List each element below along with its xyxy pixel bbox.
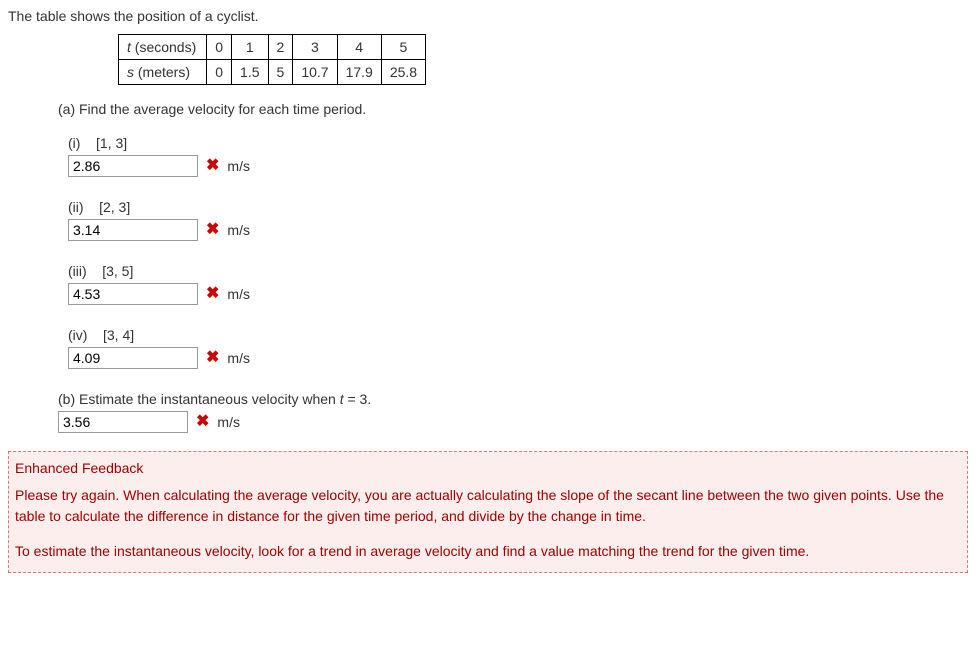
table-cell: 25.8: [381, 60, 425, 85]
answer-row: ✖ m/s: [68, 155, 968, 177]
answer-input-ii[interactable]: [68, 219, 198, 241]
sub-question-i: (i) [1, 3] ✖ m/s: [68, 135, 968, 177]
question-container: The table shows the position of a cyclis…: [8, 8, 968, 573]
table-cell: 17.9: [337, 60, 381, 85]
table-row: t (seconds) 0 1 2 3 4 5: [119, 35, 426, 60]
sub-question-iii: (iii) [3, 5] ✖ m/s: [68, 263, 968, 305]
answer-row: ✖ m/s: [68, 219, 968, 241]
table-cell: 5: [381, 35, 425, 60]
unit-label: m/s: [227, 158, 250, 174]
part-a-prompt: (a) Find the average velocity for each t…: [58, 101, 968, 117]
answer-row: ✖ m/s: [68, 283, 968, 305]
incorrect-icon: ✖: [206, 286, 219, 302]
feedback-paragraph: Please try again. When calculating the a…: [15, 485, 961, 527]
row-label: s (meters): [119, 60, 207, 85]
table-cell: 5: [268, 60, 293, 85]
part-b-prompt: (b) Estimate the instantaneous velocity …: [58, 391, 968, 407]
unit-label: m/s: [227, 350, 250, 366]
unit-label: m/s: [227, 286, 250, 302]
sub-label: (iii) [3, 5]: [68, 263, 968, 279]
sub-question-ii: (ii) [2, 3] ✖ m/s: [68, 199, 968, 241]
table-row: s (meters) 0 1.5 5 10.7 17.9 25.8: [119, 60, 426, 85]
answer-input-iv[interactable]: [68, 347, 198, 369]
table-cell: 1: [232, 35, 268, 60]
part-b: (b) Estimate the instantaneous velocity …: [58, 391, 968, 433]
table-cell: 1.5: [232, 60, 268, 85]
incorrect-icon: ✖: [206, 350, 219, 366]
table-cell: 0: [207, 60, 232, 85]
feedback-box: Enhanced Feedback Please try again. When…: [8, 451, 968, 573]
incorrect-icon: ✖: [196, 414, 209, 430]
table-cell: 4: [337, 35, 381, 60]
part-a-subs: (i) [1, 3] ✖ m/s (ii) [2, 3] ✖ m/s (iii)…: [68, 135, 968, 369]
table-cell: 2: [268, 35, 293, 60]
answer-input-b[interactable]: [58, 411, 188, 433]
table-cell: 3: [293, 35, 337, 60]
sub-question-iv: (iv) [3, 4] ✖ m/s: [68, 327, 968, 369]
table-cell: 10.7: [293, 60, 337, 85]
row-label: t (seconds): [119, 35, 207, 60]
intro-text: The table shows the position of a cyclis…: [8, 8, 968, 24]
answer-row: ✖ m/s: [68, 347, 968, 369]
answer-row: ✖ m/s: [58, 411, 968, 433]
data-table: t (seconds) 0 1 2 3 4 5 s (meters) 0 1.5…: [118, 34, 426, 85]
sub-label: (ii) [2, 3]: [68, 199, 968, 215]
table-cell: 0: [207, 35, 232, 60]
incorrect-icon: ✖: [206, 158, 219, 174]
feedback-paragraph: To estimate the instantaneous velocity, …: [15, 541, 961, 562]
answer-input-i[interactable]: [68, 155, 198, 177]
unit-label: m/s: [227, 222, 250, 238]
unit-label: m/s: [217, 414, 240, 430]
sub-label: (iv) [3, 4]: [68, 327, 968, 343]
sub-label: (i) [1, 3]: [68, 135, 968, 151]
feedback-title: Enhanced Feedback: [15, 458, 961, 479]
incorrect-icon: ✖: [206, 222, 219, 238]
answer-input-iii[interactable]: [68, 283, 198, 305]
